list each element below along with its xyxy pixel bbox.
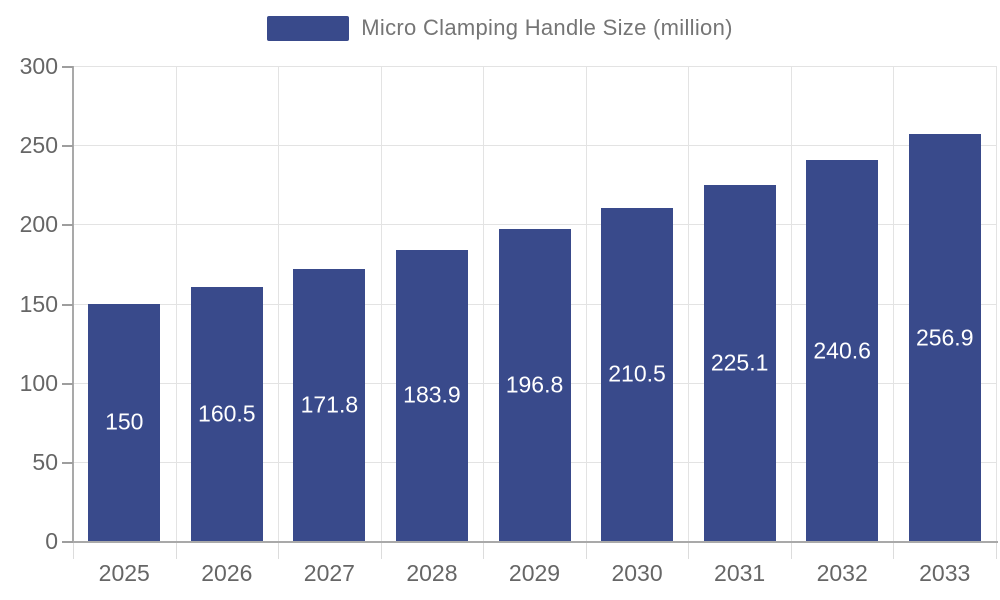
bar-value-label: 210.5 — [608, 360, 666, 387]
y-axis-tick — [62, 382, 73, 385]
bar-2030: 210.5 — [601, 207, 674, 541]
x-axis-tick — [996, 541, 997, 559]
x-axis-tick-label: 2026 — [201, 560, 253, 586]
x-axis-tick — [585, 541, 587, 559]
x-axis-tick — [790, 541, 792, 559]
gridline-horizontal — [73, 224, 996, 226]
bar-2028: 183.9 — [395, 249, 468, 541]
y-axis-tick — [62, 145, 73, 148]
bar-value-label: 225.1 — [710, 349, 769, 376]
gridline-horizontal — [73, 145, 996, 147]
y-axis-tick-label: 300 — [19, 53, 58, 79]
x-axis-tick-label: 2027 — [303, 560, 355, 586]
y-axis-tick-label: 150 — [19, 290, 58, 317]
y-axis-tick-label: 0 — [45, 528, 58, 554]
y-axis-tick — [62, 461, 73, 464]
bar-value-label: 196.8 — [505, 371, 564, 398]
x-axis-tick — [278, 541, 280, 559]
y-axis-tick — [62, 541, 73, 543]
bar-value-label: 150 — [105, 408, 144, 435]
gridline-vertical — [483, 66, 485, 541]
x-axis-tick — [175, 541, 177, 559]
bar-2031: 225.1 — [703, 184, 776, 541]
gridline-vertical — [175, 66, 177, 541]
gridline-vertical — [585, 66, 587, 541]
y-axis-tick — [62, 66, 73, 68]
x-axis-tick-label: 2029 — [508, 560, 561, 586]
x-axis-tick — [483, 541, 485, 559]
y-axis-tick-label: 50 — [32, 448, 58, 475]
gridline-vertical — [996, 66, 997, 541]
x-axis-tick — [893, 541, 895, 559]
x-axis-tick-label: 2028 — [406, 560, 458, 586]
gridline-vertical — [893, 66, 895, 541]
x-axis-tick-label: 2031 — [714, 560, 766, 586]
bar-value-label: 160.5 — [198, 400, 256, 427]
bar-2026: 160.5 — [190, 286, 263, 541]
y-axis-tick — [62, 303, 73, 306]
x-axis-tick-label: 2030 — [611, 560, 663, 586]
x-axis-line — [71, 541, 998, 543]
legend-swatch-icon — [267, 15, 350, 41]
legend-label: Micro Clamping Handle Size (million) — [361, 15, 733, 40]
x-axis-tick — [380, 541, 382, 559]
y-axis-tick — [62, 224, 73, 227]
gridline-vertical — [688, 66, 690, 541]
x-axis-tick-label: 2033 — [919, 560, 971, 586]
bar-2027: 171.8 — [293, 268, 366, 541]
x-axis-tick — [73, 541, 74, 559]
bar-value-label: 256.9 — [915, 324, 974, 351]
bar-value-label: 183.9 — [403, 381, 461, 408]
bar-value-label: 240.6 — [813, 337, 871, 364]
gridline-vertical — [278, 66, 280, 541]
y-axis-tick-label: 100 — [19, 369, 58, 396]
x-axis-tick-label: 2032 — [816, 560, 868, 586]
gridline-vertical — [790, 66, 792, 541]
bar-2029: 196.8 — [498, 229, 571, 541]
gridline-horizontal — [73, 66, 996, 67]
plot-area: 150 160.5 171.8 183.9 196.8 210.5 225.1 240.6 25… — [62, 66, 998, 559]
chart-legend: Micro Clamping Handle Size (million) — [0, 15, 1000, 41]
gridline-vertical — [380, 66, 382, 541]
bar-2033: 256.9 — [908, 134, 981, 541]
y-axis-line — [72, 66, 74, 541]
bar-value-label: 171.8 — [300, 391, 359, 418]
y-axis-tick-label: 250 — [19, 132, 58, 159]
x-axis-tick-label: 2025 — [98, 560, 150, 586]
bar-2025: 150 — [88, 303, 161, 541]
y-axis-tick-label: 200 — [19, 211, 58, 238]
legend-item[interactable]: Micro Clamping Handle Size (million) — [267, 15, 732, 41]
x-axis-tick — [688, 541, 690, 559]
bar-2032: 240.6 — [806, 160, 879, 541]
